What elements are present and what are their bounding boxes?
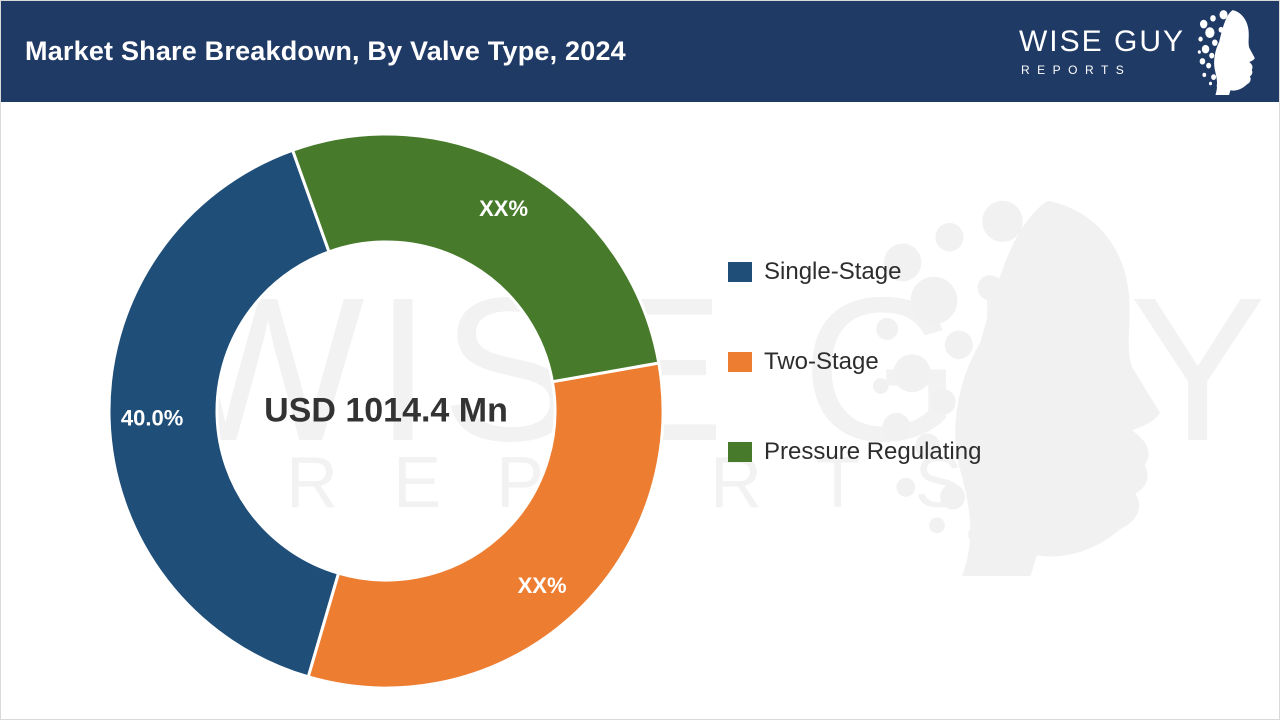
donut-center-label: USD 1014.4 Mn [264, 391, 508, 430]
legend-swatch-pressure-regulating [728, 442, 752, 462]
legend: Single-Stage Two-Stage Pressure Regulati… [728, 259, 981, 529]
header: Market Share Breakdown, By Valve Type, 2… [1, 1, 1279, 102]
brand-face-icon [1195, 9, 1257, 95]
slice-label-pressure-regulating: XX% [479, 196, 528, 221]
brand-wordmark-line1: WISE GUY [1018, 24, 1185, 58]
donut-chart[interactable]: 40.0% XX% XX% [1, 102, 1279, 720]
page-title: Market Share Breakdown, By Valve Type, 2… [25, 36, 626, 66]
donut-slice-pressure-regulating[interactable] [291, 132, 661, 384]
donut-slice-single-stage[interactable] [107, 148, 341, 679]
legend-item-single-stage[interactable]: Single-Stage [728, 259, 981, 285]
legend-swatch-single-stage [728, 262, 752, 282]
donut-slice-two-stage[interactable] [306, 361, 665, 690]
legend-item-two-stage[interactable]: Two-Stage [728, 349, 981, 375]
brand-logo: WISE GUY REPORTS [1019, 9, 1257, 95]
slice-label-single-stage: 40.0% [121, 405, 183, 430]
chart-area: WISE GUY REPORTS 40.0%XX%XX% USD 1014.4 … [1, 102, 1279, 720]
legend-label: Two-Stage [764, 348, 879, 375]
brand-wordmark: WISE GUY REPORTS [1018, 24, 1185, 77]
legend-swatch-two-stage [728, 352, 752, 372]
brand-wordmark-line2: REPORTS [1020, 62, 1132, 77]
legend-label: Pressure Regulating [764, 438, 982, 465]
slice-label-two-stage: XX% [518, 573, 567, 598]
legend-label: Single-Stage [764, 258, 902, 285]
legend-item-pressure-regulating[interactable]: Pressure Regulating [728, 439, 981, 465]
